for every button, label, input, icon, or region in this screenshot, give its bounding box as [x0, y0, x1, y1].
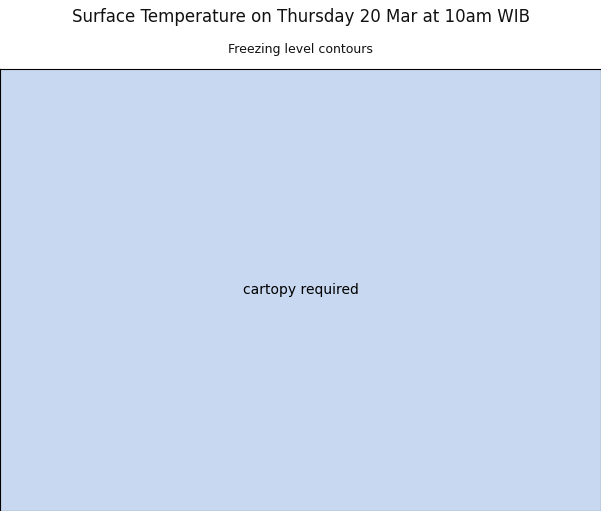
Text: Freezing level contours: Freezing level contours: [228, 43, 373, 56]
Text: Surface Temperature on Thursday 20 Mar at 10am WIB: Surface Temperature on Thursday 20 Mar a…: [72, 8, 529, 26]
Text: cartopy required: cartopy required: [243, 283, 358, 297]
